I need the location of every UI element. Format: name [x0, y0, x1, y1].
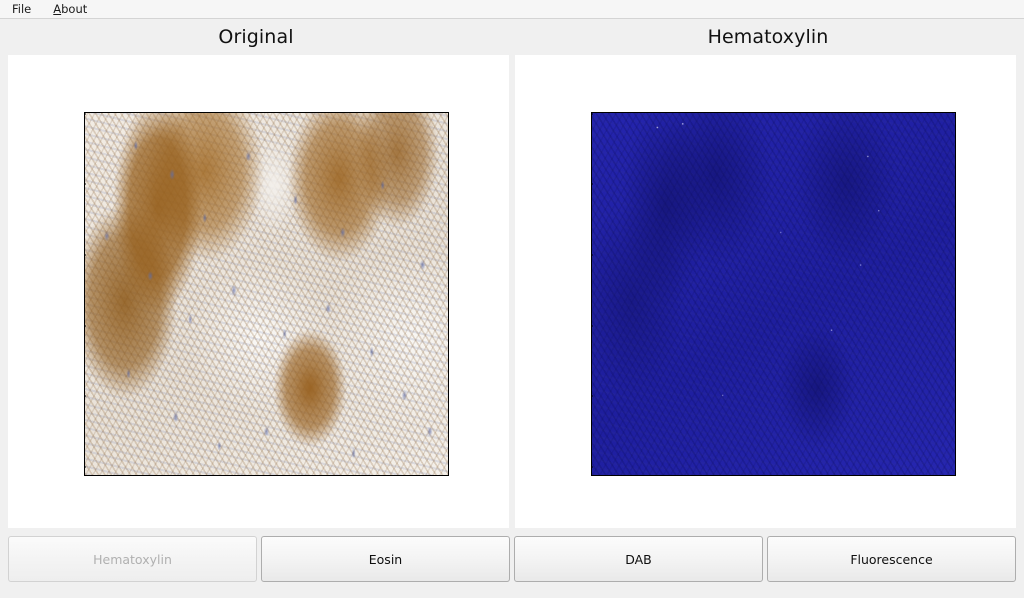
menu-item-about[interactable]: About [49, 1, 91, 18]
stain-button-dab[interactable]: DAB [514, 536, 763, 582]
stain-button-row: Hematoxylin Eosin DAB Fluorescence [0, 528, 1024, 590]
y-tick-label: 300 [592, 325, 593, 327]
axes-hematoxylin: 0 100 200 300 400 500 0 100 200 300 400 … [515, 55, 1016, 528]
y-tick-label: 300 [85, 325, 86, 327]
title-cell-hematoxylin: Hematoxylin [512, 19, 1024, 55]
image-hematoxylin[interactable]: 0 100 200 300 400 500 0 100 200 300 400 … [591, 112, 956, 476]
x-tick-label: 100 [144, 475, 168, 476]
panel-title-original: Original [218, 26, 294, 48]
title-cell-original: Original [0, 19, 512, 55]
speck-overlay [592, 113, 955, 475]
figure-panels: 0 100 200 300 400 500 0 100 200 300 400 … [0, 55, 1024, 528]
plot-canvas-original[interactable]: 0 100 200 300 400 500 0 100 200 300 400 … [8, 55, 509, 528]
x-tick-label: 200 [215, 475, 239, 476]
y-tick-label: 500 [592, 466, 593, 468]
menu-item-about-rest: bout [61, 1, 88, 16]
y-tick-label: 100 [592, 183, 593, 185]
nuclei-overlay [85, 113, 448, 475]
y-tick-label: 500 [85, 466, 86, 468]
y-tick-label: 200 [592, 254, 593, 256]
image-original[interactable]: 0 100 200 300 400 500 0 100 200 300 400 … [84, 112, 449, 476]
hematoxylin-channel-image [592, 113, 955, 475]
y-tick-label: 400 [85, 395, 86, 397]
stain-button-hematoxylin: Hematoxylin [8, 536, 257, 582]
panel-title-hematoxylin: Hematoxylin [707, 26, 829, 48]
x-tick-label: 0 [84, 475, 89, 476]
menu-bar: File About [0, 0, 1024, 19]
x-tick-label: 400 [357, 475, 381, 476]
ihc-tissue-image [85, 113, 448, 475]
stain-button-eosin[interactable]: Eosin [261, 536, 510, 582]
y-tick-label: 0 [85, 113, 86, 114]
axes-original: 0 100 200 300 400 500 0 100 200 300 400 … [8, 55, 509, 528]
x-tick-label: 400 [864, 475, 888, 476]
x-tick-label: 200 [722, 475, 746, 476]
stain-button-fluorescence[interactable]: Fluorescence [767, 536, 1016, 582]
y-tick-label: 200 [85, 254, 86, 256]
y-tick-label: 400 [592, 395, 593, 397]
x-tick-label: 500 [428, 475, 449, 476]
x-tick-label: 300 [793, 475, 817, 476]
y-tick-label: 100 [85, 183, 86, 185]
plot-canvas-hematoxylin[interactable]: 0 100 200 300 400 500 0 100 200 300 400 … [515, 55, 1016, 528]
menu-item-file[interactable]: File [12, 1, 32, 16]
y-tick-label: 0 [592, 113, 593, 114]
x-tick-label: 0 [591, 475, 596, 476]
panel-titles-row: Original Hematoxylin [0, 19, 1024, 55]
x-tick-label: 100 [651, 475, 675, 476]
menu-item-about-label: A [53, 1, 62, 16]
x-tick-label: 300 [286, 475, 310, 476]
x-tick-label: 500 [935, 475, 956, 476]
